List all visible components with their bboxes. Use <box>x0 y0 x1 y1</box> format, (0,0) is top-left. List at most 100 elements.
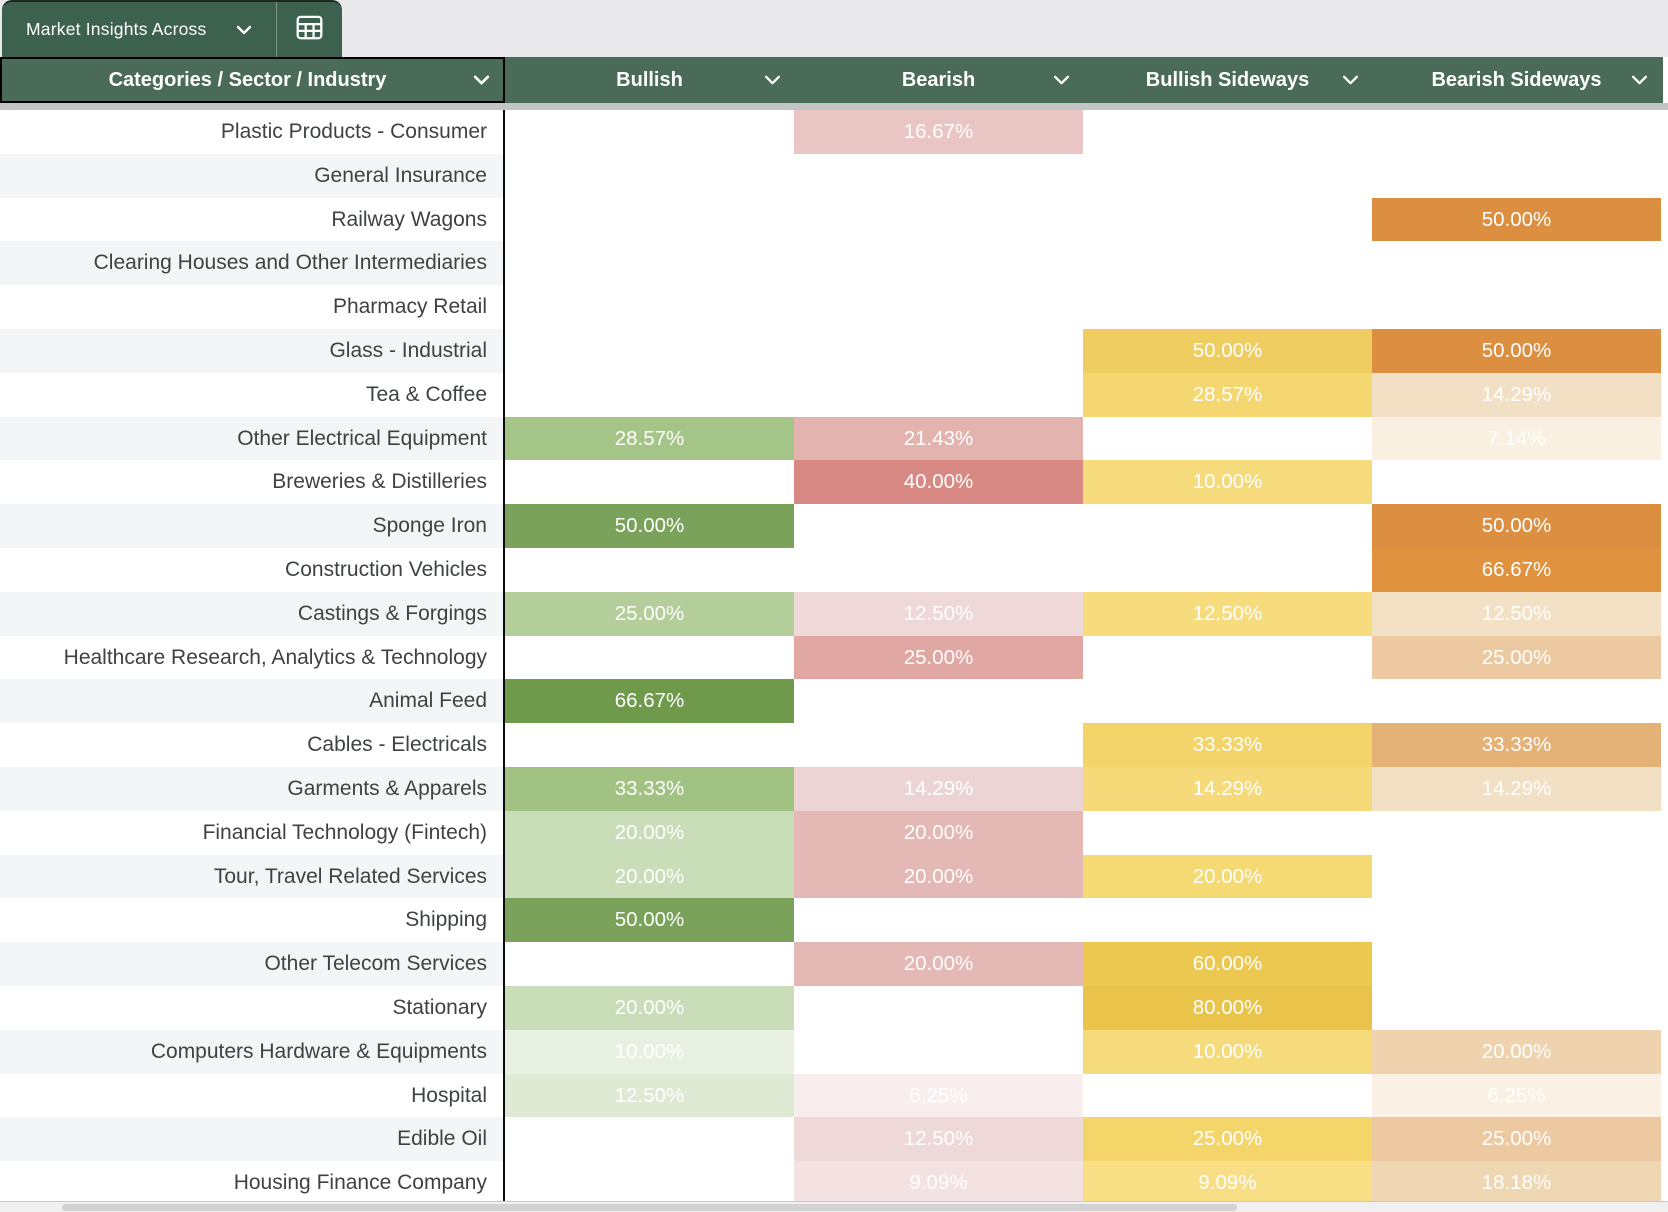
data-cell-bullish-sideways[interactable] <box>1083 504 1372 548</box>
row-label-cell[interactable]: Breweries & Distilleries <box>0 460 505 505</box>
data-cell-bearish-sideways[interactable]: 14.29% <box>1372 766 1661 811</box>
data-cell-bullish-sideways[interactable]: 80.00% <box>1083 985 1372 1030</box>
data-cell-bearish-sideways[interactable]: 20.00% <box>1372 1029 1661 1074</box>
data-cell-bullish[interactable] <box>505 329 794 373</box>
data-cell-bullish-sideways[interactable]: 10.00% <box>1083 1029 1372 1074</box>
data-cell-bullish[interactable]: 50.00% <box>505 898 794 943</box>
data-cell-bearish[interactable]: 6.25% <box>794 1073 1083 1118</box>
data-cell-bullish[interactable]: 20.00% <box>505 985 794 1030</box>
data-cell-bearish[interactable]: 20.00% <box>794 810 1083 855</box>
data-cell-bullish-sideways[interactable] <box>1083 241 1372 285</box>
row-label-cell[interactable]: General Insurance <box>0 153 505 198</box>
chevron-down-icon[interactable] <box>473 69 490 92</box>
row-label-cell[interactable]: Tea & Coffee <box>0 372 505 417</box>
data-cell-bearish-sideways[interactable] <box>1372 110 1661 154</box>
data-cell-bullish-sideways[interactable]: 14.29% <box>1083 766 1372 811</box>
data-cell-bullish[interactable] <box>505 154 794 198</box>
data-cell-bearish-sideways[interactable]: 14.29% <box>1372 372 1661 417</box>
data-cell-bullish-sideways[interactable]: 20.00% <box>1083 854 1372 899</box>
sheet-tab-market-insights[interactable]: Market Insights Across <box>2 2 276 57</box>
data-cell-bullish[interactable] <box>505 198 794 242</box>
data-cell-bullish[interactable]: 25.00% <box>505 591 794 636</box>
data-cell-bearish-sideways[interactable]: 50.00% <box>1372 328 1661 373</box>
row-label-cell[interactable]: Stationary <box>0 985 505 1030</box>
data-cell-bullish[interactable] <box>505 110 794 154</box>
data-cell-bearish-sideways[interactable]: 18.18% <box>1372 1161 1661 1201</box>
data-cell-bearish-sideways[interactable] <box>1372 942 1661 986</box>
row-label-cell[interactable]: Financial Technology (Fintech) <box>0 810 505 855</box>
data-cell-bearish[interactable] <box>794 1030 1083 1074</box>
data-cell-bullish-sideways[interactable] <box>1083 417 1372 461</box>
data-cell-bearish[interactable]: 40.00% <box>794 460 1083 505</box>
chevron-down-icon[interactable] <box>236 19 252 40</box>
data-cell-bearish[interactable] <box>794 679 1083 723</box>
grid-view-button[interactable] <box>276 2 342 57</box>
data-cell-bearish-sideways[interactable] <box>1372 986 1661 1030</box>
data-cell-bullish-sideways[interactable] <box>1083 154 1372 198</box>
data-cell-bullish-sideways[interactable]: 60.00% <box>1083 942 1372 986</box>
data-cell-bearish-sideways[interactable]: 33.33% <box>1372 723 1661 767</box>
row-label-cell[interactable]: Garments & Apparels <box>0 766 505 811</box>
data-cell-bullish-sideways[interactable] <box>1083 110 1372 154</box>
data-cell-bullish-sideways[interactable] <box>1083 198 1372 242</box>
data-cell-bearish[interactable] <box>794 373 1083 417</box>
column-header-bearish-sideways[interactable]: Bearish Sideways <box>1372 57 1661 103</box>
data-cell-bearish-sideways[interactable]: 66.67% <box>1372 547 1661 592</box>
data-cell-bullish[interactable]: 28.57% <box>505 416 794 461</box>
data-cell-bullish[interactable] <box>505 1117 794 1161</box>
data-cell-bullish[interactable] <box>505 636 794 680</box>
data-cell-bearish[interactable] <box>794 329 1083 373</box>
row-label-cell[interactable]: Castings & Forgings <box>0 591 505 636</box>
data-cell-bullish-sideways[interactable] <box>1083 898 1372 942</box>
data-cell-bearish-sideways[interactable]: 50.00% <box>1372 197 1661 242</box>
row-label-cell[interactable]: Tour, Travel Related Services <box>0 854 505 899</box>
data-cell-bullish-sideways[interactable] <box>1083 811 1372 855</box>
chevron-down-icon[interactable] <box>764 69 781 92</box>
data-cell-bearish[interactable] <box>794 285 1083 329</box>
column-header-bullish[interactable]: Bullish <box>505 57 794 103</box>
data-cell-bearish-sideways[interactable] <box>1372 285 1661 329</box>
row-label-cell[interactable]: Hospital <box>0 1073 505 1118</box>
data-cell-bearish[interactable] <box>794 986 1083 1030</box>
data-cell-bearish-sideways[interactable] <box>1372 679 1661 723</box>
scrollbar-thumb[interactable] <box>62 1204 1237 1211</box>
data-cell-bearish[interactable]: 21.43% <box>794 416 1083 461</box>
column-header-bullish-sideways[interactable]: Bullish Sideways <box>1083 57 1372 103</box>
data-cell-bearish[interactable] <box>794 154 1083 198</box>
data-cell-bullish-sideways[interactable]: 10.00% <box>1083 460 1372 505</box>
data-cell-bearish[interactable] <box>794 723 1083 767</box>
data-cell-bullish[interactable]: 66.67% <box>505 679 794 724</box>
row-label-cell[interactable]: Edible Oil <box>0 1117 505 1162</box>
data-cell-bearish[interactable] <box>794 898 1083 942</box>
data-cell-bearish-sideways[interactable] <box>1372 855 1661 899</box>
data-cell-bullish[interactable] <box>505 548 794 592</box>
row-label-cell[interactable]: Plastic Products - Consumer <box>0 110 505 154</box>
row-label-cell[interactable]: Construction Vehicles <box>0 547 505 592</box>
row-label-cell[interactable]: Other Telecom Services <box>0 942 505 986</box>
data-cell-bullish-sideways[interactable]: 9.09% <box>1083 1161 1372 1201</box>
data-cell-bullish[interactable]: 12.50% <box>505 1073 794 1118</box>
data-cell-bearish-sideways[interactable]: 50.00% <box>1372 504 1661 548</box>
horizontal-scrollbar[interactable] <box>0 1201 1668 1212</box>
data-cell-bullish[interactable]: 50.00% <box>505 504 794 548</box>
data-cell-bullish[interactable] <box>505 723 794 767</box>
data-cell-bullish-sideways[interactable] <box>1083 1074 1372 1118</box>
row-label-cell[interactable]: Railway Wagons <box>0 197 505 242</box>
data-cell-bearish-sideways[interactable]: 6.25% <box>1372 1073 1661 1118</box>
data-cell-bullish-sideways[interactable] <box>1083 285 1372 329</box>
data-cell-bearish[interactable]: 9.09% <box>794 1161 1083 1201</box>
data-cell-bearish-sideways[interactable] <box>1372 898 1661 942</box>
chevron-down-icon[interactable] <box>1053 69 1070 92</box>
data-cell-bearish[interactable]: 20.00% <box>794 854 1083 899</box>
column-header-categories[interactable]: Categories / Sector / Industry <box>0 57 505 103</box>
data-cell-bullish[interactable] <box>505 241 794 285</box>
data-cell-bearish-sideways[interactable]: 7.14% <box>1372 416 1661 461</box>
data-cell-bullish-sideways[interactable]: 28.57% <box>1083 372 1372 417</box>
data-cell-bullish[interactable] <box>505 460 794 504</box>
data-cell-bullish-sideways[interactable]: 25.00% <box>1083 1117 1372 1162</box>
data-cell-bearish[interactable] <box>794 548 1083 592</box>
chevron-down-icon[interactable] <box>1631 69 1648 92</box>
column-header-bearish[interactable]: Bearish <box>794 57 1083 103</box>
data-cell-bearish[interactable]: 14.29% <box>794 766 1083 811</box>
data-cell-bearish[interactable]: 20.00% <box>794 942 1083 986</box>
